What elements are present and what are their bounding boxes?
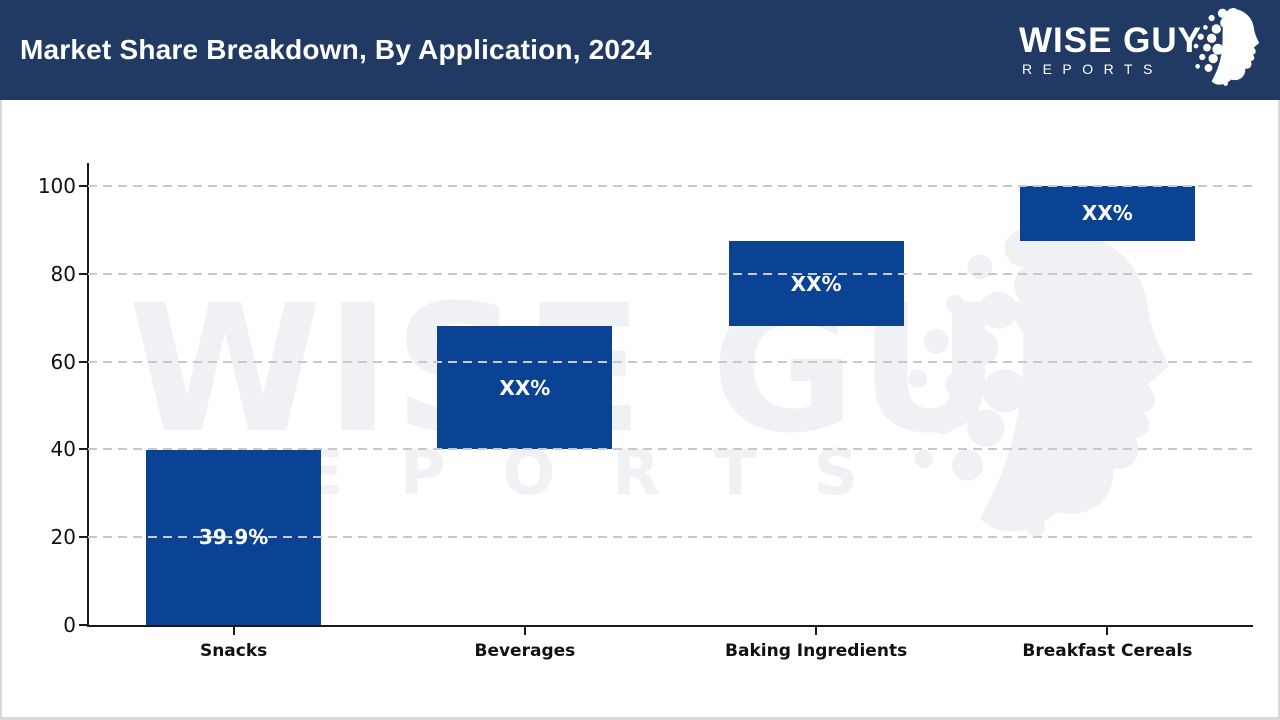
x-axis-spine	[87, 625, 1253, 627]
bar-baking-ingredients	[728, 240, 904, 327]
gridline-y-40	[88, 448, 1253, 451]
y-tick-label: 40	[50, 437, 76, 462]
bar-value-label: XX%	[1081, 201, 1133, 226]
logo-wordmark: WISE GUY	[1018, 21, 1202, 60]
y-axis-spine	[87, 163, 89, 627]
frame-left	[0, 100, 2, 720]
frame-bottom	[0, 717, 1280, 720]
dotted-face-icon	[1193, 7, 1260, 86]
page-title: Market Share Breakdown, By Application, …	[20, 34, 652, 65]
y-tick-40	[79, 448, 87, 451]
y-tick-label: 0	[63, 613, 76, 637]
watermark-wordmark: WISE GUY	[128, 267, 1135, 472]
bar-value-label: XX%	[499, 375, 551, 400]
x-tick-1	[523, 627, 526, 635]
header: Market Share Breakdown, By Application, …	[0, 0, 1280, 100]
y-tick-label: 100	[37, 174, 76, 198]
watermark-face-icon	[908, 226, 1169, 537]
x-category-label: Breakfast Cereals	[1022, 641, 1193, 661]
gridline-y-80	[88, 272, 1253, 275]
x-category-label: Baking Ingredients	[725, 641, 908, 661]
bar-value-label: XX%	[790, 271, 842, 296]
frame-right	[1278, 100, 1280, 720]
bar-value-label: 39.9%	[198, 525, 269, 550]
y-tick-label: 80	[50, 261, 76, 286]
x-category-label: Snacks	[199, 641, 268, 661]
y-tick-20	[79, 536, 87, 539]
gridline-y-60	[88, 360, 1253, 363]
x-tick-0	[232, 627, 235, 635]
y-tick-label: 20	[50, 525, 76, 550]
logo-subtitle: REPORTS	[1021, 61, 1163, 77]
y-tick-0	[79, 624, 87, 626]
x-category-label: Beverages	[474, 641, 576, 661]
y-tick-80	[79, 272, 87, 275]
logo-text: WISE GUY REPORTS	[1019, 23, 1202, 77]
gridline-y-20	[88, 536, 1253, 539]
x-tick-3	[1106, 627, 1109, 635]
x-tick-2	[815, 627, 818, 635]
gridline-y-100	[88, 185, 1253, 187]
bar-beverages	[437, 326, 613, 450]
y-tick-60	[79, 360, 87, 363]
y-tick-label: 60	[50, 349, 76, 374]
wise-guy-logo: WISE GUY REPORTS	[1019, 7, 1260, 93]
bar-breakfast-cereals	[1019, 186, 1195, 241]
y-tick-100	[79, 185, 87, 187]
